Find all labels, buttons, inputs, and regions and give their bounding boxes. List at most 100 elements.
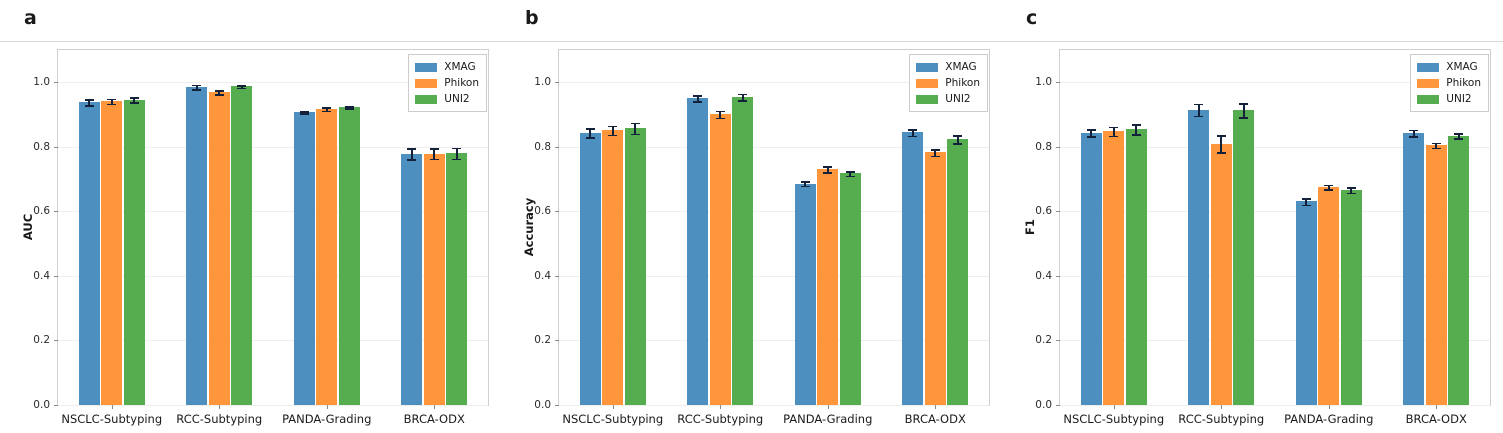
bar-uni2-2 bbox=[338, 107, 360, 405]
y-tick-label: 0.0 bbox=[534, 399, 551, 411]
legend-swatch-phikon bbox=[1417, 78, 1440, 88]
y-tick-label: 0.4 bbox=[33, 269, 50, 282]
legend-swatch-uni2 bbox=[415, 94, 438, 104]
legend-item-uni2[interactable]: UNI2 bbox=[415, 92, 479, 106]
error-bar-line bbox=[218, 90, 221, 95]
bar-uni2-3 bbox=[947, 139, 969, 405]
y-tick-mark bbox=[555, 82, 559, 84]
legend-item-xmag[interactable]: XMAG bbox=[415, 60, 479, 74]
error-bar-line bbox=[1242, 103, 1245, 118]
y-tick-mark bbox=[1056, 275, 1060, 277]
error-bar-line bbox=[696, 95, 699, 101]
x-tick-mark bbox=[326, 405, 328, 409]
error-bar-cap bbox=[1324, 184, 1334, 187]
error-bar-cap bbox=[1409, 129, 1419, 132]
bar-xmag-3 bbox=[902, 132, 924, 405]
y-tick-label: 0.8 bbox=[1035, 140, 1052, 153]
y-tick-label: 0.4 bbox=[534, 269, 551, 282]
y-tick-label: 0.8 bbox=[534, 140, 551, 153]
gridline bbox=[58, 82, 488, 84]
legend-item-uni2[interactable]: UNI2 bbox=[916, 92, 980, 106]
bar-uni2-0 bbox=[1125, 129, 1147, 405]
legend-item-phikon[interactable]: Phikon bbox=[1417, 76, 1481, 90]
error-bar-line bbox=[1112, 126, 1115, 136]
bar-phikon-0 bbox=[101, 101, 123, 405]
y-tick-label: 0.6 bbox=[33, 205, 50, 218]
gridline bbox=[1060, 405, 1490, 406]
legend-swatch-phikon bbox=[916, 78, 939, 88]
error-bar-cap bbox=[107, 103, 117, 106]
bar-uni2-0 bbox=[123, 99, 145, 405]
bar-phikon-1 bbox=[1210, 143, 1232, 405]
bar-xmag-1 bbox=[186, 87, 208, 405]
panel-letter-a: a bbox=[24, 7, 37, 29]
chart-panel-a: a AUC 0.0 0.2 0.4 0.6 0.8 1.0 NSCLC-Subtyping RCC… bbox=[0, 0, 501, 433]
plot-area bbox=[1056, 50, 1490, 409]
bar-xmag-0 bbox=[579, 132, 601, 405]
legend-item-uni2[interactable]: UNI2 bbox=[1417, 92, 1481, 106]
error-bar-cap bbox=[299, 111, 309, 113]
error-bar-cap bbox=[322, 107, 332, 110]
error-bar-line bbox=[1197, 103, 1200, 116]
panel-letter-b: b bbox=[525, 7, 539, 29]
y-tick-label: 0.6 bbox=[1035, 205, 1052, 218]
error-bar-cap bbox=[1431, 142, 1441, 145]
error-bar-cap bbox=[630, 133, 640, 136]
error-bar-cap bbox=[930, 155, 940, 158]
error-bar-line bbox=[1412, 129, 1415, 137]
error-bar-line bbox=[1305, 198, 1308, 205]
error-bar-cap bbox=[322, 110, 332, 113]
legend-label: UNI2 bbox=[945, 93, 971, 105]
y-tick-mark bbox=[54, 211, 58, 213]
error-bar-cap bbox=[129, 97, 139, 99]
bar-phikon-1 bbox=[208, 92, 230, 405]
bar-xmag-2 bbox=[293, 112, 315, 405]
error-bar-cap bbox=[908, 129, 918, 131]
error-bar-line bbox=[325, 107, 328, 111]
x-tick-label: NSCLC-Subtyping bbox=[1063, 412, 1165, 426]
legend-item-xmag[interactable]: XMAG bbox=[1417, 60, 1481, 74]
y-tick-label: 0.4 bbox=[1035, 269, 1052, 282]
y-tick-mark bbox=[54, 146, 58, 148]
bar-phikon-3 bbox=[423, 153, 445, 405]
legend-item-phikon[interactable]: Phikon bbox=[916, 76, 980, 90]
bar-xmag-2 bbox=[1295, 201, 1317, 405]
error-bar-cap bbox=[823, 171, 833, 174]
error-bar-cap bbox=[630, 122, 640, 125]
bar-phikon-3 bbox=[1425, 145, 1447, 405]
gridline bbox=[58, 340, 488, 342]
y-tick-mark bbox=[1056, 82, 1060, 84]
x-tick-mark bbox=[1113, 405, 1115, 409]
error-bar-cap bbox=[237, 85, 247, 87]
y-tick-mark bbox=[555, 275, 559, 277]
bar-uni2-1 bbox=[732, 96, 754, 405]
error-bar-line bbox=[110, 98, 113, 104]
legend-item-xmag[interactable]: XMAG bbox=[916, 60, 980, 74]
gridline bbox=[559, 340, 989, 342]
bar-phikon-0 bbox=[1103, 131, 1125, 405]
error-bar-line bbox=[741, 93, 744, 101]
gridline bbox=[58, 211, 488, 213]
x-tick-mark bbox=[827, 405, 829, 409]
plot-area bbox=[54, 50, 488, 409]
x-tick-mark bbox=[1221, 405, 1223, 409]
error-bar-cap bbox=[608, 125, 618, 128]
legend-item-phikon[interactable]: Phikon bbox=[415, 76, 479, 90]
error-bar-line bbox=[1435, 142, 1438, 148]
error-bar-line bbox=[719, 110, 722, 118]
bar-phikon-3 bbox=[924, 152, 946, 405]
y-tick-mark bbox=[555, 211, 559, 213]
x-tick-mark bbox=[1436, 405, 1438, 409]
error-bar-line bbox=[433, 148, 436, 159]
error-bar-cap bbox=[429, 158, 439, 161]
error-bar-cap bbox=[1131, 133, 1141, 136]
legend-swatch-xmag bbox=[1417, 62, 1440, 72]
error-bar-cap bbox=[738, 100, 748, 102]
bar-xmag-0 bbox=[1080, 132, 1102, 405]
error-bar-cap bbox=[452, 147, 462, 150]
error-bar-cap bbox=[800, 181, 810, 183]
y-tick-label: 0.8 bbox=[33, 140, 50, 153]
x-tick-mark bbox=[1328, 405, 1330, 409]
error-bar-line bbox=[934, 149, 937, 156]
chart-legend: XMAG Phikon UNI2 bbox=[909, 54, 988, 112]
